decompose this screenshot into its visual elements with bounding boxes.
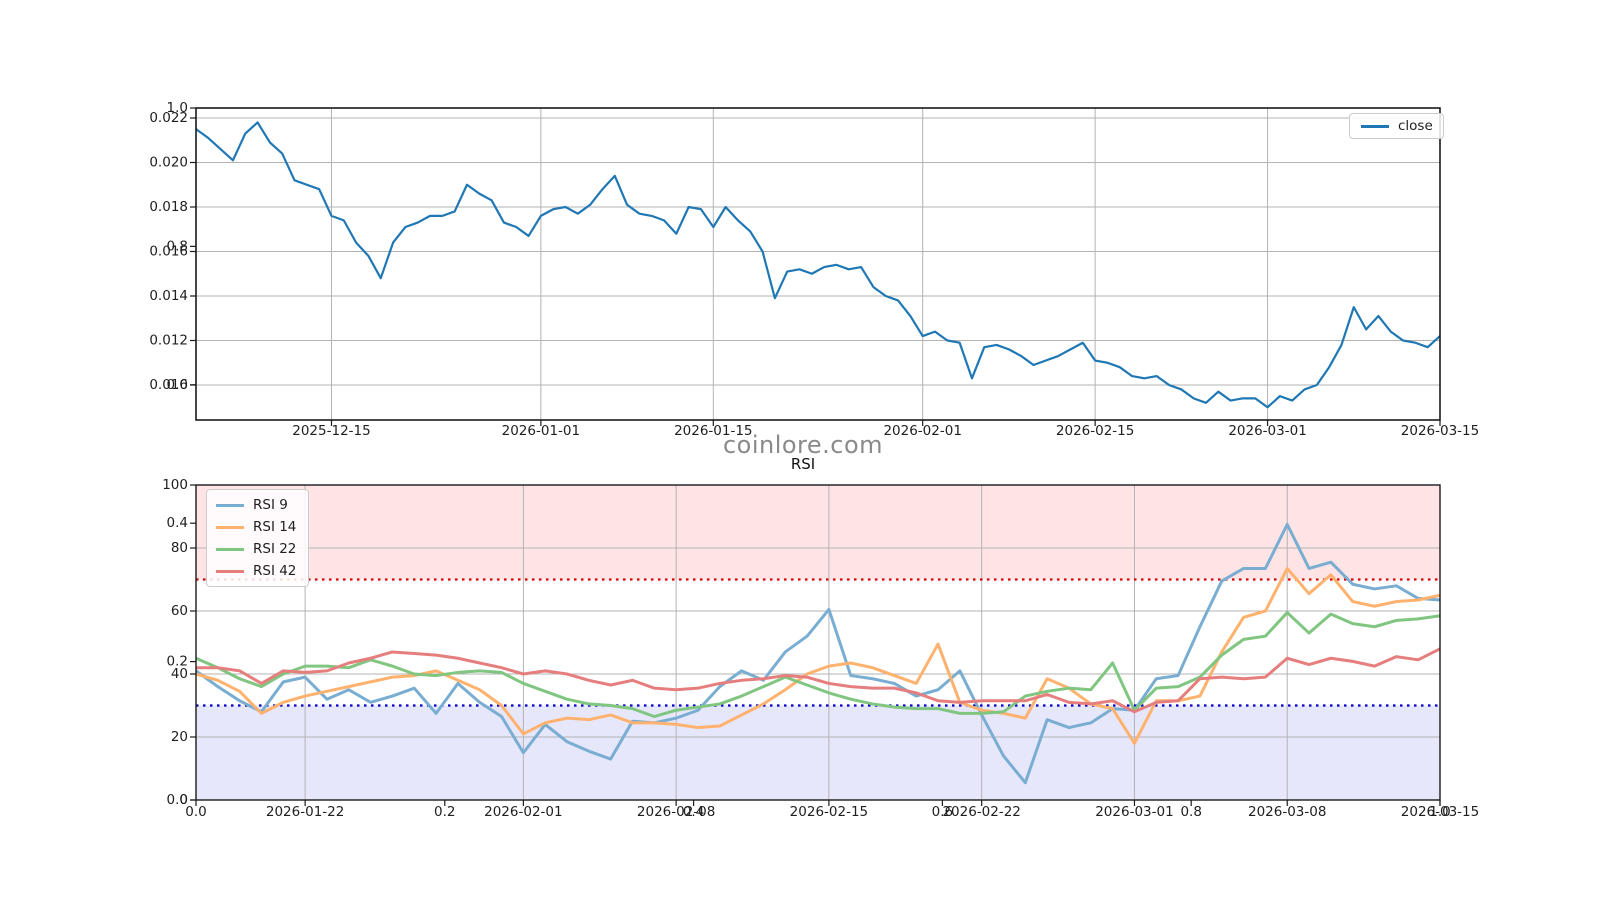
price-y-tick-label: 0.020 — [149, 155, 188, 171]
rsi-legend-item: RSI 22 — [216, 541, 296, 557]
overlay-x-tick-label: 0.0 — [185, 804, 206, 820]
rsi-oversold-band — [196, 705, 1440, 800]
rsi-y-tick-label: 80 — [171, 540, 188, 556]
rsi-x-tick-label: 2026-03-01 — [1095, 804, 1173, 820]
overlay-y-tick-label: 0.0 — [167, 792, 188, 808]
rsi9-legend-label: RSI 9 — [253, 497, 288, 513]
rsi-legend: RSI 9 RSI 14 RSI 22 RSI 42 — [206, 489, 310, 587]
price-x-tick-label: 2025-12-15 — [292, 423, 370, 439]
rsi-frame — [195, 484, 1441, 801]
rsi42-line-swatch — [216, 569, 244, 573]
rsi-overbought-band — [196, 485, 1440, 580]
price-y-tick-label: 0.022 — [149, 110, 188, 126]
rsi22-legend-label: RSI 22 — [253, 541, 297, 557]
rsi-y-tick-label: 0 — [179, 792, 188, 808]
overlay-y-tick-label: 0.2 — [167, 654, 188, 670]
price-x-tick-label: 2026-02-01 — [883, 423, 961, 439]
rsi-y-tick-label: 40 — [171, 666, 188, 682]
price-x-tick-label: 2026-01-01 — [502, 423, 580, 439]
price-x-tick-label: 2026-02-15 — [1056, 423, 1134, 439]
rsi-series-line-0 — [195, 522, 1441, 785]
rsi-x-tick-label: 2026-02-15 — [790, 804, 868, 820]
rsi-x-tick-label: 2026-02-22 — [942, 804, 1020, 820]
overlay-x-tick-label: 0.6 — [932, 804, 953, 820]
watermark: coinlore.com — [722, 431, 884, 459]
rsi9-line-swatch — [216, 503, 244, 507]
overlay-y-tick-label: 1.0 — [167, 100, 188, 116]
price-frame — [195, 107, 1441, 421]
price-x-tick-label: 2026-01-15 — [674, 423, 752, 439]
price-x-tick-label: 2026-03-01 — [1228, 423, 1306, 439]
rsi-x-tick-label: 2026-01-22 — [266, 804, 344, 820]
rsi-panel-title: RSI — [790, 455, 816, 473]
overlay-y-tick-label: 0.8 — [167, 238, 188, 254]
rsi-series-line-1 — [195, 566, 1441, 745]
price-legend: close — [1349, 113, 1444, 139]
overlay-x-tick-label: 0.8 — [1180, 804, 1201, 820]
overlay-y-tick-label: 0.4 — [167, 515, 188, 531]
rsi-y-tick-label: 20 — [171, 729, 188, 745]
price-y-tick-label: 0.018 — [149, 199, 188, 215]
overlay-x-tick-label: 1.0 — [1429, 804, 1450, 820]
price-y-tick-label: 0.012 — [149, 333, 188, 349]
rsi22-line-swatch — [216, 547, 244, 551]
close-legend-label: close — [1398, 118, 1433, 134]
rsi-x-tick-label: 2026-03-15 — [1401, 804, 1479, 820]
rsi-legend-item: RSI 42 — [216, 563, 296, 579]
rsi42-legend-label: RSI 42 — [253, 563, 297, 579]
rsi-y-tick-label: 100 — [162, 477, 188, 493]
close-line-swatch — [1361, 124, 1389, 128]
rsi-x-tick-label: 2026-02-08 — [637, 804, 715, 820]
close-line — [195, 121, 1441, 409]
rsi-x-tick-label: 2026-02-01 — [484, 804, 562, 820]
rsi-x-tick-label: 2026-03-08 — [1248, 804, 1326, 820]
overlay-x-tick-label: 0.2 — [434, 804, 455, 820]
rsi-series-line-3 — [196, 647, 1441, 714]
rsi-legend-item: RSI 14 — [216, 519, 296, 535]
price-y-tick-label: 0.010 — [149, 377, 188, 393]
rsi14-line-swatch — [216, 525, 244, 529]
rsi-y-tick-label: 60 — [171, 603, 188, 619]
overlay-x-tick-label: 0.4 — [683, 804, 704, 820]
overlay-y-tick-label: 0.6 — [167, 377, 188, 393]
rsi-legend-item: RSI 9 — [216, 497, 296, 513]
rsi14-legend-label: RSI 14 — [253, 519, 297, 535]
rsi-series-line-2 — [195, 611, 1441, 719]
price-x-tick-label: 2026-03-15 — [1401, 423, 1479, 439]
price-y-tick-label: 0.016 — [149, 244, 188, 260]
price-y-tick-label: 0.014 — [149, 288, 188, 304]
